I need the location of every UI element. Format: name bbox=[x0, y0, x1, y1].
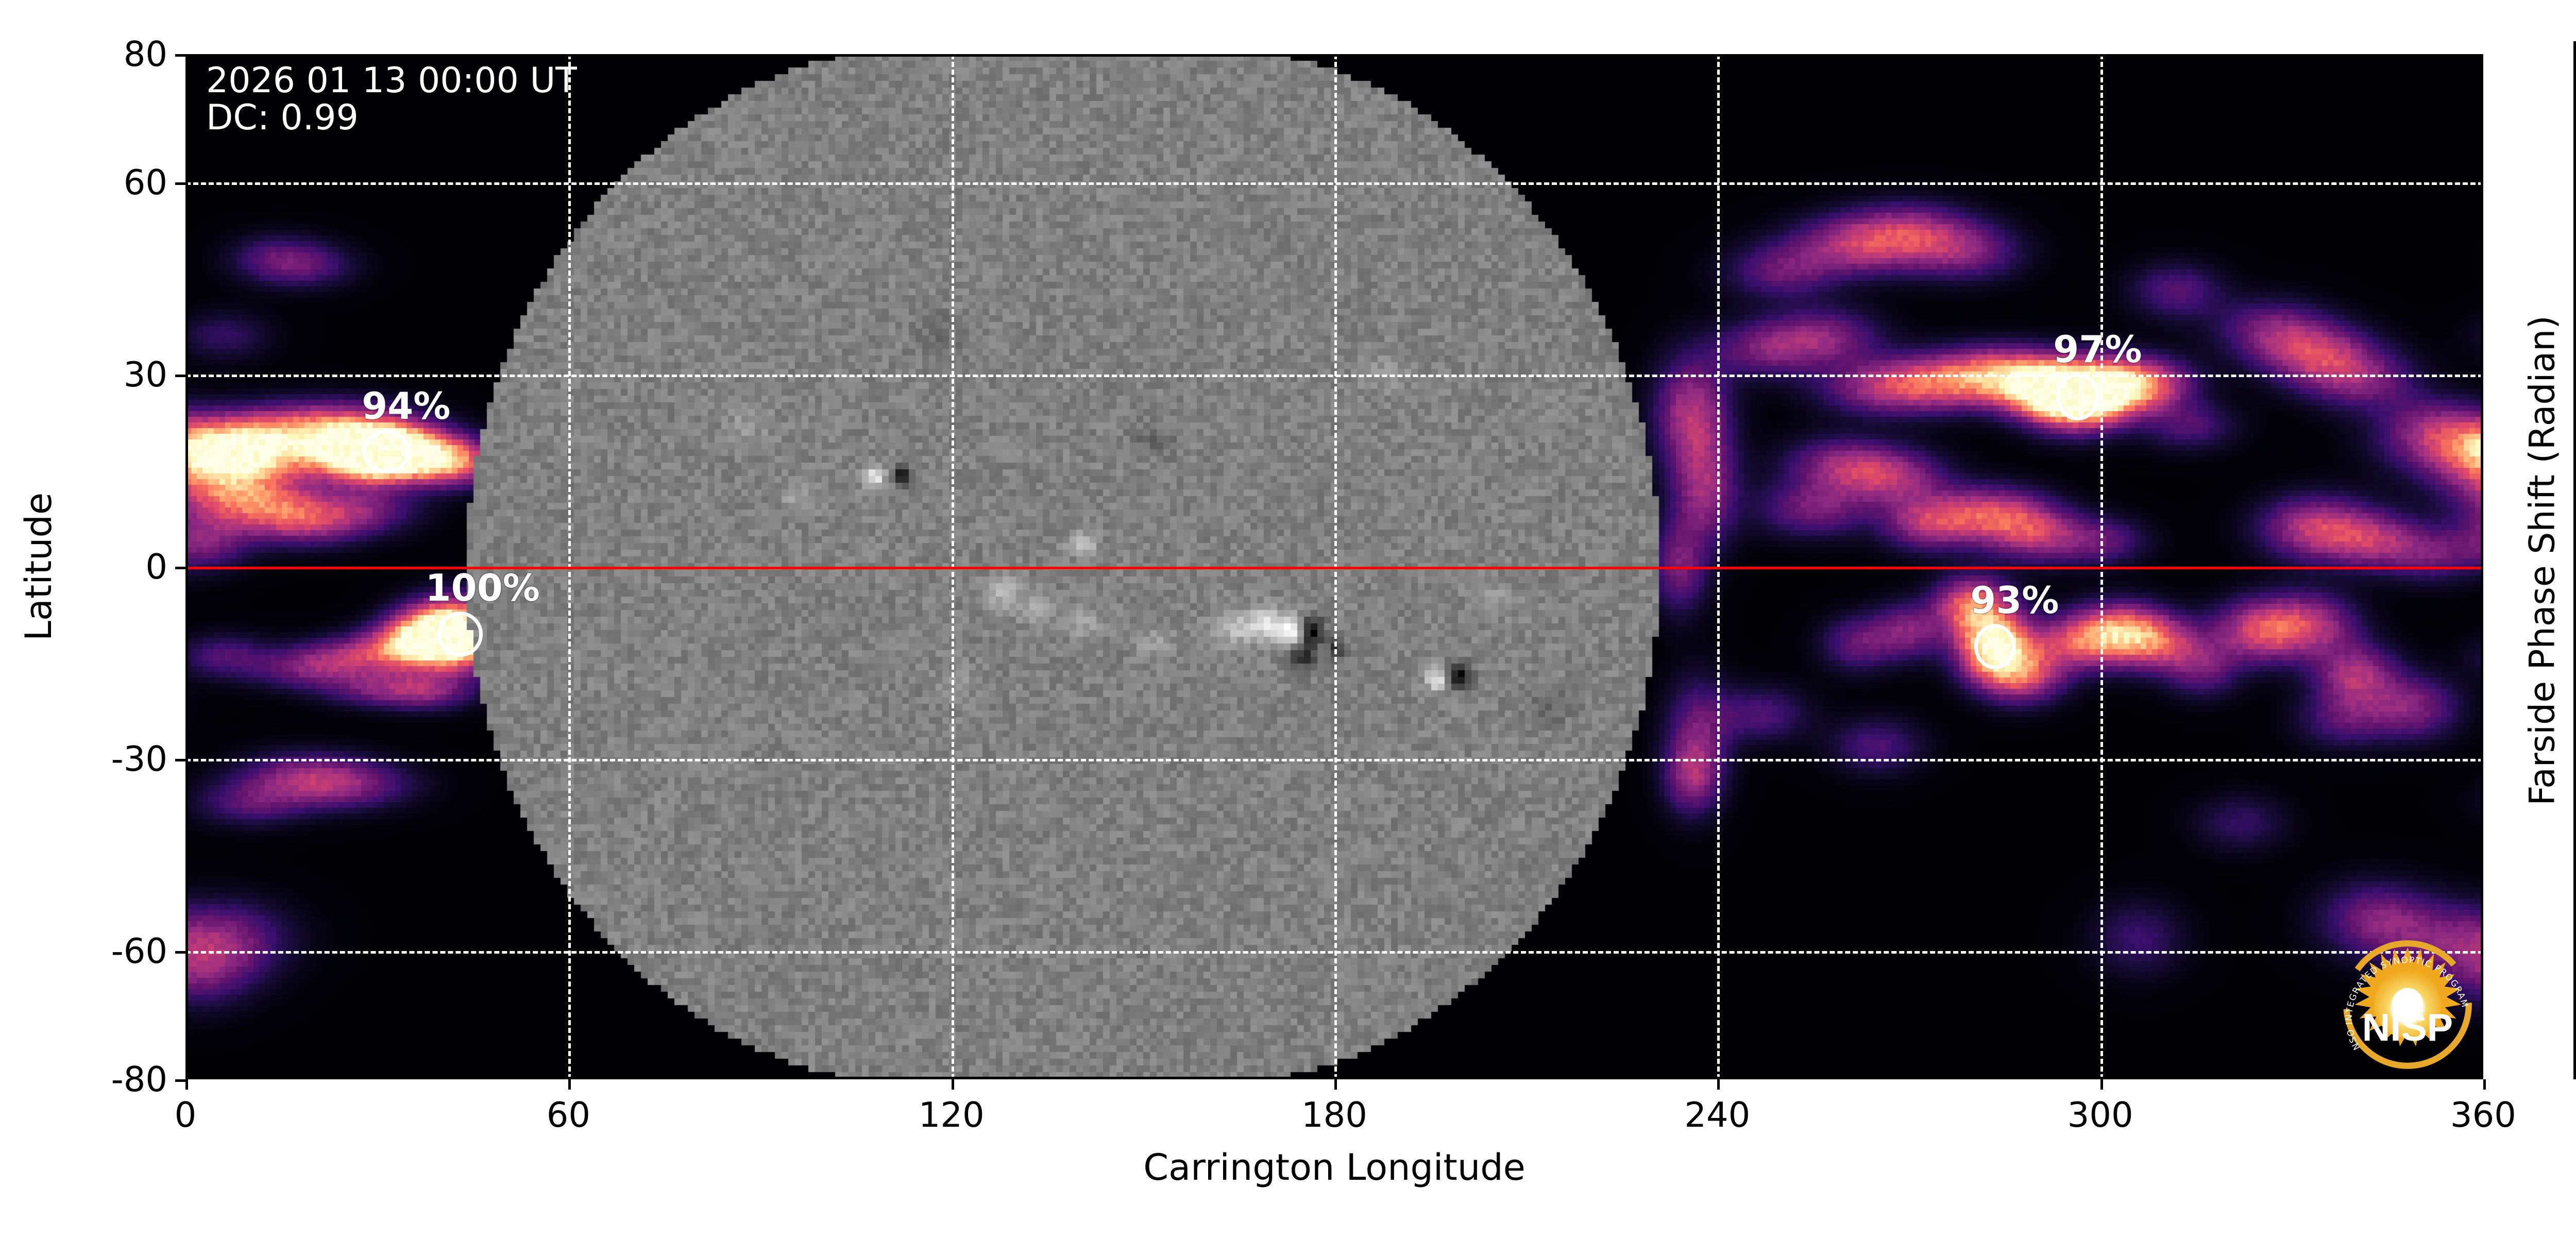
x-axis-label: Carrington Longitude bbox=[1143, 1146, 1526, 1189]
y-tick bbox=[175, 759, 185, 762]
y-tick bbox=[175, 182, 185, 185]
grid-line-horizontal bbox=[185, 182, 2483, 185]
active-region-confidence-label: 93% bbox=[1970, 579, 2059, 622]
x-tick bbox=[2100, 1079, 2103, 1090]
x-tick-label: 300 bbox=[2067, 1095, 2133, 1135]
y-axis-label: Latitude bbox=[18, 492, 60, 641]
active-region-confidence-label: 100% bbox=[425, 566, 540, 609]
active-region-circle bbox=[437, 611, 483, 657]
x-tick bbox=[1334, 1079, 1337, 1090]
logo-wordmark: NISP bbox=[2362, 1006, 2453, 1049]
x-tick bbox=[951, 1079, 954, 1090]
x-tick bbox=[185, 1079, 188, 1090]
timestamp-stamp: 2026 01 13 00:00 UT DC: 0.99 bbox=[206, 60, 577, 139]
y-tick-label: 80 bbox=[123, 34, 167, 74]
logo-ring bbox=[2343, 940, 2472, 1069]
y-tick-label: 60 bbox=[123, 162, 167, 202]
x-tick-label: 360 bbox=[2450, 1095, 2516, 1135]
y-tick-label: -60 bbox=[111, 931, 167, 972]
y-tick-label: 0 bbox=[145, 547, 167, 587]
active-region-circle bbox=[2056, 373, 2100, 421]
y-tick-label: 30 bbox=[123, 354, 167, 395]
y-tick bbox=[175, 1079, 185, 1082]
x-tick-label: 180 bbox=[1301, 1095, 1367, 1135]
y-tick bbox=[175, 951, 185, 954]
colorbar-farside bbox=[2573, 41, 2576, 1079]
x-tick bbox=[1717, 1079, 1720, 1090]
nisp-logo: NSO INTEGRATED SYNOPTIC PROGRAM NISP bbox=[2343, 940, 2472, 1069]
active-region-confidence-label: 94% bbox=[362, 384, 451, 428]
y-tick bbox=[175, 54, 185, 57]
x-tick-label: 240 bbox=[1684, 1095, 1751, 1135]
active-region-circle bbox=[1974, 624, 2016, 670]
x-tick bbox=[2483, 1079, 2486, 1090]
active-region-circle bbox=[363, 430, 411, 473]
x-tick-label: 60 bbox=[546, 1095, 590, 1135]
equator-line bbox=[185, 567, 2483, 569]
y-tick-label: -30 bbox=[111, 739, 167, 779]
synoptic-map-axes: 2026 01 13 00:00 UT DC: 0.99 94% 100% 97% 9… bbox=[185, 54, 2483, 1079]
y-tick bbox=[175, 374, 185, 377]
x-tick bbox=[568, 1079, 571, 1090]
colorbar-label-farside: Farside Phase Shift (Radian) bbox=[2522, 315, 2563, 806]
logo-sun-core bbox=[2392, 988, 2423, 1019]
grid-line-horizontal bbox=[185, 951, 2483, 954]
x-tick-label: 120 bbox=[918, 1095, 985, 1135]
active-region-confidence-label: 97% bbox=[2053, 328, 2142, 371]
grid-line-horizontal bbox=[185, 759, 2483, 762]
grid-line-horizontal bbox=[185, 374, 2483, 377]
x-tick-label: 0 bbox=[174, 1095, 197, 1135]
y-tick bbox=[175, 567, 185, 569]
y-tick-label: -80 bbox=[111, 1059, 167, 1099]
